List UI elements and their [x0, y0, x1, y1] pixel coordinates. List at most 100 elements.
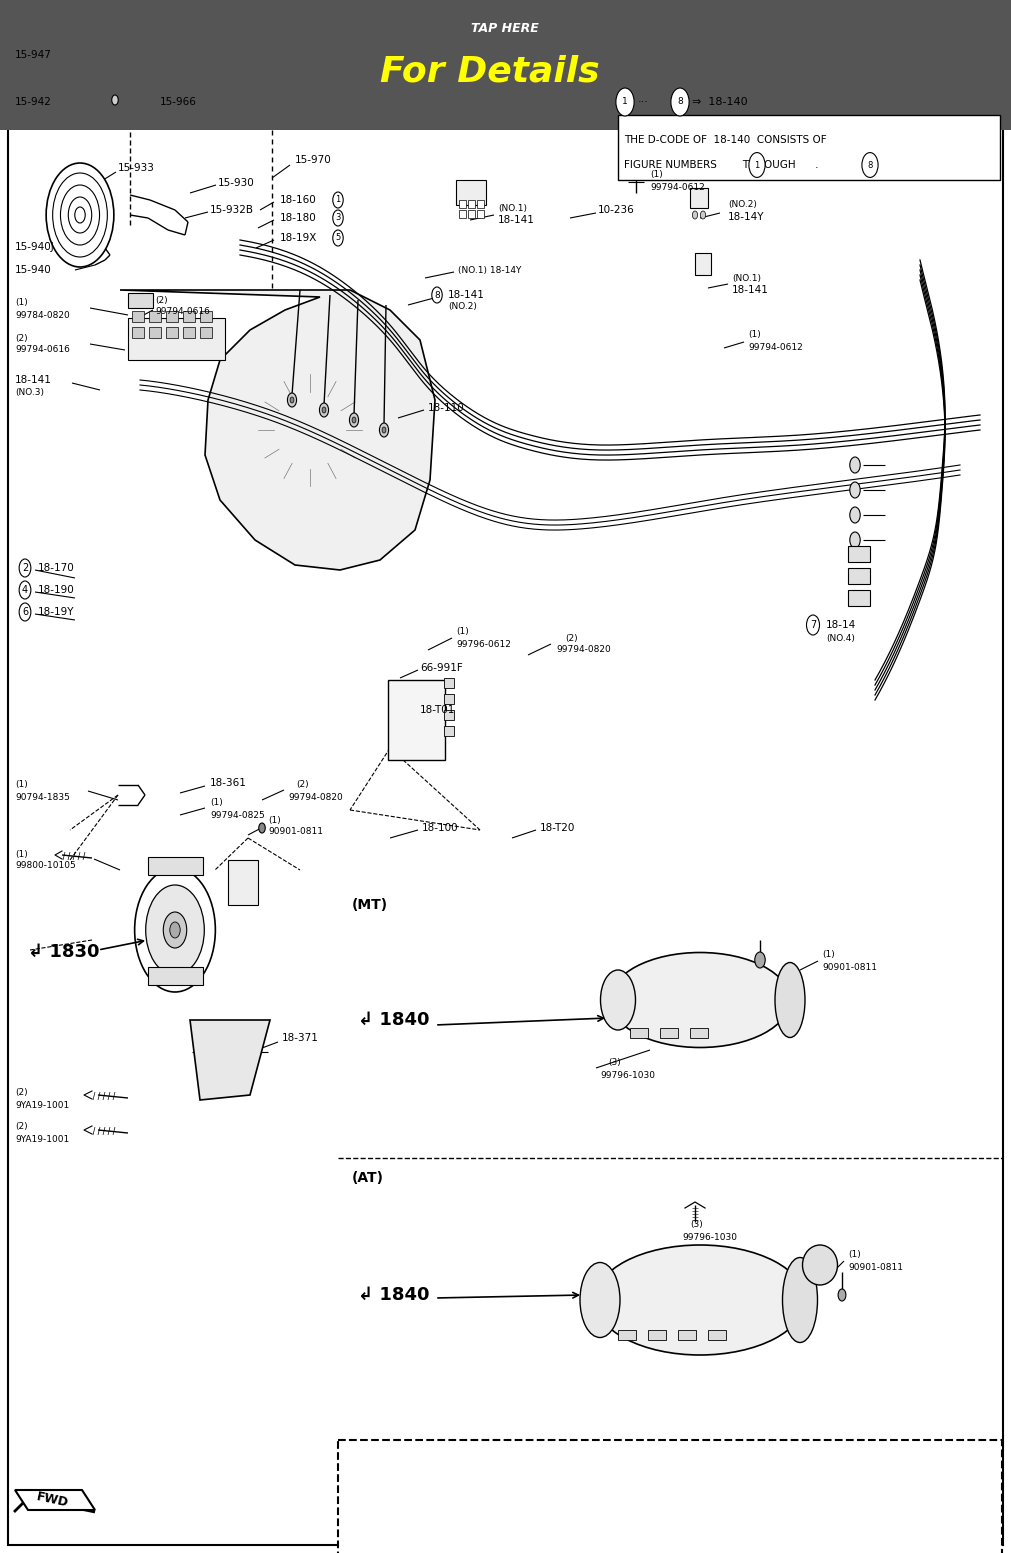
Text: 99794-0825: 99794-0825: [210, 811, 265, 820]
Bar: [338, 1440, 1002, 1553]
Circle shape: [319, 402, 329, 418]
Text: 7: 7: [810, 620, 816, 631]
Bar: [388, 680, 445, 759]
Text: FIGURE NUMBERS        THROUGH      .: FIGURE NUMBERS THROUGH .: [624, 160, 819, 169]
Text: 90794-1835: 90794-1835: [15, 792, 70, 801]
Text: TAP HERE: TAP HERE: [471, 22, 539, 34]
Circle shape: [333, 230, 343, 245]
Text: 99784-0820: 99784-0820: [15, 311, 70, 320]
Circle shape: [112, 95, 118, 106]
Bar: [166, 328, 178, 339]
Circle shape: [701, 211, 706, 219]
Text: 10-236: 10-236: [598, 205, 635, 214]
Bar: [183, 311, 195, 321]
Circle shape: [749, 152, 765, 177]
Text: 66-991F: 66-991F: [420, 663, 463, 672]
Circle shape: [693, 211, 698, 219]
Text: 15-966: 15-966: [160, 96, 197, 107]
Circle shape: [287, 393, 296, 407]
Text: 8: 8: [867, 160, 872, 169]
Text: (3): (3): [608, 1058, 621, 1067]
Text: (1): (1): [15, 849, 27, 859]
Ellipse shape: [601, 971, 636, 1030]
Text: 6: 6: [22, 607, 28, 617]
Text: 15-940: 15-940: [15, 266, 52, 275]
Text: (NO.1): (NO.1): [732, 273, 761, 283]
Text: (NO.2): (NO.2): [728, 200, 757, 210]
Text: (NO.1): (NO.1): [498, 203, 527, 213]
Text: ↲ 1840: ↲ 1840: [358, 1011, 430, 1030]
Circle shape: [862, 152, 879, 177]
Text: 99794-0616: 99794-0616: [155, 307, 210, 317]
Ellipse shape: [610, 952, 790, 1048]
Text: 18-371: 18-371: [282, 1033, 318, 1044]
Text: FWD: FWD: [34, 1491, 69, 1510]
Text: 18-19Y: 18-19Y: [38, 607, 75, 617]
Circle shape: [807, 615, 820, 635]
Circle shape: [850, 457, 860, 474]
Bar: [0, 0, 1011, 75]
Text: (1): (1): [268, 815, 281, 825]
Text: 99796-1030: 99796-1030: [682, 1233, 737, 1241]
Circle shape: [61, 185, 99, 245]
Circle shape: [850, 481, 860, 499]
Text: (NO.1) 18-14Y: (NO.1) 18-14Y: [458, 266, 522, 275]
Bar: [660, 1028, 678, 1037]
Text: (NO.2): (NO.2): [448, 303, 477, 312]
Text: (1): (1): [456, 627, 469, 637]
Bar: [477, 200, 484, 208]
Text: 15-933: 15-933: [118, 163, 155, 172]
Text: 18-141: 18-141: [498, 214, 535, 225]
Circle shape: [671, 89, 690, 116]
Text: 18-19X: 18-19X: [280, 233, 317, 242]
Circle shape: [382, 427, 386, 433]
Text: 8: 8: [434, 290, 440, 300]
Bar: [690, 1028, 708, 1037]
Bar: [444, 725, 454, 736]
Text: 90901-0811: 90901-0811: [822, 963, 877, 972]
Text: 15-932B: 15-932B: [210, 205, 254, 214]
Text: 9YA19-1001: 9YA19-1001: [15, 1101, 69, 1109]
Text: (2): (2): [155, 295, 168, 304]
Text: 18-110: 18-110: [428, 402, 465, 413]
Text: (2): (2): [15, 1123, 27, 1132]
Ellipse shape: [595, 1246, 805, 1356]
Text: 18-361: 18-361: [210, 778, 247, 787]
Polygon shape: [15, 1489, 95, 1510]
Bar: [148, 857, 203, 874]
Text: (1): (1): [650, 171, 663, 180]
Text: 1: 1: [622, 98, 628, 107]
Text: ⇒  18-140: ⇒ 18-140: [692, 96, 747, 107]
Text: ↲ 1840: ↲ 1840: [358, 1286, 430, 1305]
Bar: [848, 568, 870, 584]
Bar: [148, 968, 203, 985]
Circle shape: [19, 581, 31, 599]
Circle shape: [755, 952, 765, 968]
Text: 99794-0612: 99794-0612: [650, 183, 705, 191]
Bar: [166, 311, 178, 321]
Bar: [132, 311, 144, 321]
Text: For Details: For Details: [380, 54, 600, 89]
Bar: [468, 210, 475, 217]
Text: 4: 4: [22, 585, 28, 595]
Circle shape: [290, 398, 294, 402]
Text: 15-947: 15-947: [15, 50, 52, 61]
Text: 18-141: 18-141: [15, 374, 52, 385]
Text: 2: 2: [22, 564, 28, 573]
Text: ···: ···: [638, 96, 649, 107]
Ellipse shape: [803, 1246, 837, 1284]
Circle shape: [333, 210, 343, 227]
Text: 18-170: 18-170: [38, 564, 75, 573]
Text: 18-T01: 18-T01: [420, 705, 455, 714]
Circle shape: [146, 885, 204, 975]
Bar: [618, 1329, 636, 1340]
Circle shape: [850, 533, 860, 548]
Text: 1: 1: [336, 196, 341, 205]
Circle shape: [350, 413, 359, 427]
Text: 3: 3: [336, 213, 341, 222]
Text: 15-942: 15-942: [15, 96, 52, 107]
Bar: [708, 1329, 726, 1340]
Text: (2): (2): [15, 1087, 27, 1096]
Bar: [132, 328, 144, 339]
Text: (2): (2): [15, 334, 27, 343]
